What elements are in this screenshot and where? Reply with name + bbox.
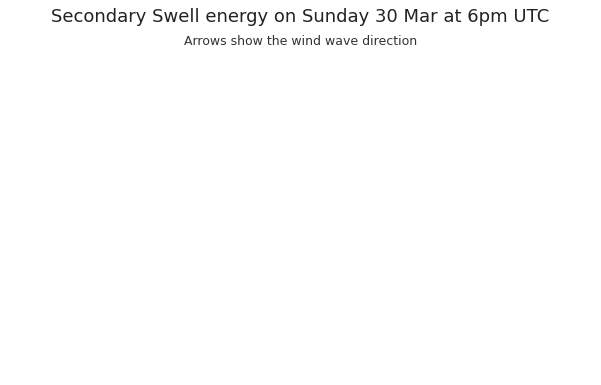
Text: cartopy not available: cartopy not available xyxy=(227,211,374,226)
Text: Secondary Swell energy on Sunday 30 Mar at 6pm UTC: Secondary Swell energy on Sunday 30 Mar … xyxy=(51,8,550,26)
Text: Arrows show the wind wave direction: Arrows show the wind wave direction xyxy=(184,35,417,48)
